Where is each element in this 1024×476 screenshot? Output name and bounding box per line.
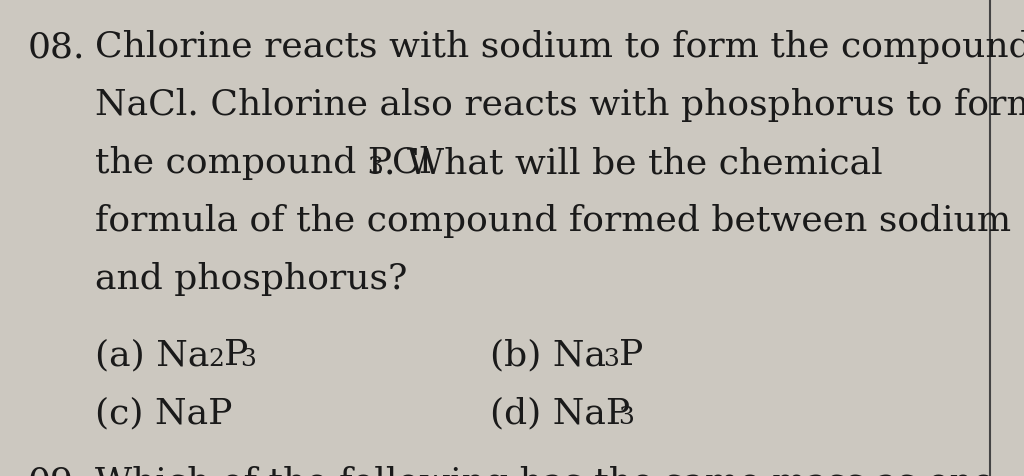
Text: 3: 3 bbox=[618, 405, 634, 428]
Text: 3: 3 bbox=[603, 347, 618, 370]
Text: NaCl. Chlorine also reacts with phosphorus to form: NaCl. Chlorine also reacts with phosphor… bbox=[95, 88, 1024, 122]
Text: 3: 3 bbox=[367, 156, 383, 178]
Text: 08.: 08. bbox=[28, 30, 85, 64]
Text: Which of the following has the same mass as one: Which of the following has the same mass… bbox=[95, 465, 994, 476]
Text: Chlorine reacts with sodium to form the compound: Chlorine reacts with sodium to form the … bbox=[95, 30, 1024, 64]
Text: formula of the compound formed between sodium: formula of the compound formed between s… bbox=[95, 204, 1011, 238]
Text: P: P bbox=[618, 337, 643, 371]
Text: (b) Na: (b) Na bbox=[490, 337, 606, 371]
Text: (a) Na: (a) Na bbox=[95, 337, 209, 371]
Text: the compound PCl: the compound PCl bbox=[95, 146, 431, 179]
Text: (d) NaP: (d) NaP bbox=[490, 395, 630, 429]
Text: . What will be the chemical: . What will be the chemical bbox=[384, 146, 883, 179]
Text: and phosphorus?: and phosphorus? bbox=[95, 261, 408, 296]
Text: (c) NaP: (c) NaP bbox=[95, 395, 232, 429]
Text: 2: 2 bbox=[208, 347, 224, 370]
Text: P: P bbox=[224, 337, 248, 371]
Text: 3: 3 bbox=[240, 347, 256, 370]
Text: 09.: 09. bbox=[28, 465, 85, 476]
